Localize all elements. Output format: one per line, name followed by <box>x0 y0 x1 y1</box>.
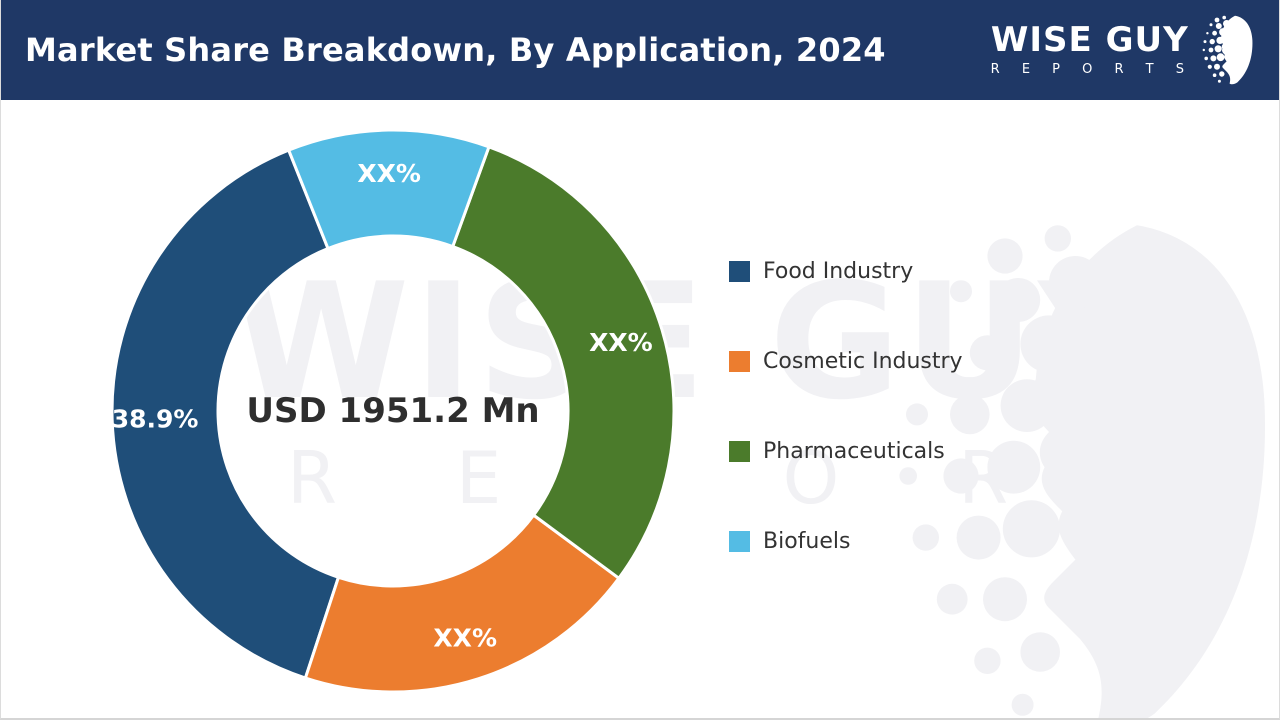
wiseguy-logo-text: WISE GUY R E P O R T S <box>987 23 1193 77</box>
donut-segment-label: XX% <box>357 159 421 188</box>
logo-wordmark: WISE GUY <box>990 20 1189 60</box>
legend-swatch <box>729 350 750 372</box>
donut-segment-biofuels <box>287 128 491 251</box>
donut-center-label: USD 1951.2 Mn <box>246 391 540 431</box>
legend-swatch <box>729 440 750 462</box>
donut-segment-label: XX% <box>433 624 497 653</box>
header: Market Share Breakdown, By Application, … <box>1 0 1279 100</box>
legend-item: Pharmaceuticals <box>729 437 963 465</box>
wiseguy-face-icon <box>1199 14 1253 86</box>
legend-item: Food Industry <box>729 257 963 285</box>
legend-swatch <box>729 530 750 552</box>
donut-segment-label: XX% <box>589 328 653 357</box>
donut-segment-food-industry <box>110 148 340 680</box>
legend-label: Food Industry <box>763 258 914 284</box>
donut-chart: 38.9% XX% XX% XX% <box>110 128 676 694</box>
donut-segment-cosmetic-industry <box>303 513 621 694</box>
legend-item: Biofuels <box>729 527 963 555</box>
legend-item: Cosmetic Industry <box>729 347 963 375</box>
donut-segment-label: 38.9% <box>112 404 199 433</box>
wiseguy-logo: WISE GUY R E P O R T S <box>987 14 1253 86</box>
page-title: Market Share Breakdown, By Application, … <box>25 31 886 69</box>
donut-segment-pharmaceuticals <box>451 145 676 580</box>
legend-label: Pharmaceuticals <box>763 438 945 464</box>
legend-label: Biofuels <box>763 528 851 554</box>
legend-swatch <box>729 260 750 282</box>
logo-subtitle: R E P O R T S <box>990 62 1193 77</box>
legend: Food Industry Cosmetic Industry Pharmaceut… <box>729 257 963 555</box>
legend-label: Cosmetic Industry <box>763 348 963 374</box>
